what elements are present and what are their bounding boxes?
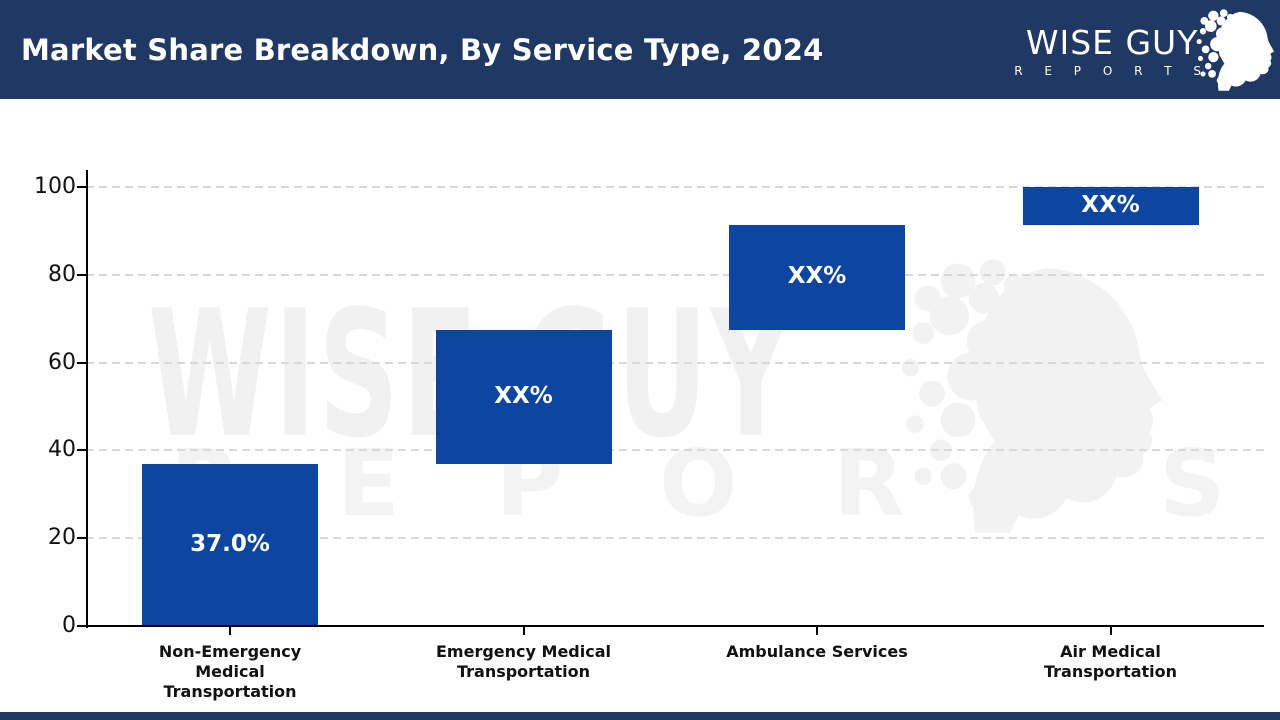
y-gridline (86, 186, 1264, 188)
y-gridline (86, 273, 1264, 276)
x-axis-tick-mark (1109, 627, 1112, 635)
bar-value-label: XX% (494, 382, 553, 409)
x-axis-category-label: Non-Emergency Medical Transportation (115, 642, 345, 702)
bar-segment: 37.0% (142, 463, 318, 626)
y-axis-tick-mark (77, 361, 86, 364)
y-axis-tick-mark (77, 449, 86, 452)
x-axis-tick-mark (522, 627, 525, 635)
category-label-line: Non-Emergency (158, 642, 302, 661)
category-label-line: Emergency Medical (436, 642, 611, 661)
page-title: Market Share Breakdown, By Service Type,… (21, 32, 824, 67)
y-axis-tick-label: 0 (62, 613, 76, 638)
y-axis-line (86, 170, 88, 628)
y-gridline (86, 449, 1264, 452)
x-axis-tick-mark (229, 627, 231, 635)
waterfall-chart: 0 20 40 60 80 100 37.0% Non-Emergency Medical Tra… (0, 99, 1280, 712)
y-gridline (86, 537, 1264, 540)
x-axis-category-label: Air Medical Transportation (996, 642, 1226, 682)
category-label-line: Transportation (456, 662, 591, 681)
y-axis-tick-label: 60 (48, 349, 76, 375)
y-gridline (86, 361, 1264, 364)
x-axis-tick-mark (816, 627, 818, 635)
bar-segment: XX% (729, 225, 905, 330)
x-axis-category-label: Emergency Medical Transportation (409, 642, 639, 682)
logo-text: WISE GUY R E P O R T S (1014, 23, 1210, 78)
category-label-line: Transportation (1043, 662, 1178, 681)
category-label-line: Medical (195, 662, 265, 681)
bar-value-label: XX% (1081, 192, 1140, 219)
bar-segment: XX% (435, 329, 612, 464)
logo-name-text: WISE GUY (1025, 22, 1199, 62)
category-label-line: Ambulance Services (726, 642, 908, 661)
y-axis-tick-mark (77, 537, 86, 540)
y-axis-tick-label: 100 (34, 174, 76, 199)
bar-value-label: XX% (787, 263, 847, 290)
x-axis-category-label: Ambulance Services (702, 642, 932, 662)
category-label-line: Air Medical (1060, 642, 1161, 661)
wise-guy-reports-logo: WISE GUY R E P O R T S (1014, 4, 1278, 96)
y-axis-tick-mark (77, 273, 86, 276)
bar-value-label: 37.0% (190, 530, 270, 557)
y-axis-tick-label: 80 (48, 261, 76, 287)
y-axis-tick-mark (77, 186, 86, 188)
logo-subtitle-text: R E P O R T S (1014, 63, 1210, 78)
y-axis-tick-label: 40 (48, 437, 76, 463)
y-axis-tick-mark (77, 625, 86, 627)
header-bar: Market Share Breakdown, By Service Type,… (0, 0, 1280, 99)
category-label-line: Transportation (163, 682, 297, 701)
x-axis-line (86, 625, 1264, 627)
footer-bar (0, 712, 1280, 720)
y-axis-tick-label: 20 (48, 525, 76, 551)
bar-segment: XX% (1022, 187, 1199, 226)
